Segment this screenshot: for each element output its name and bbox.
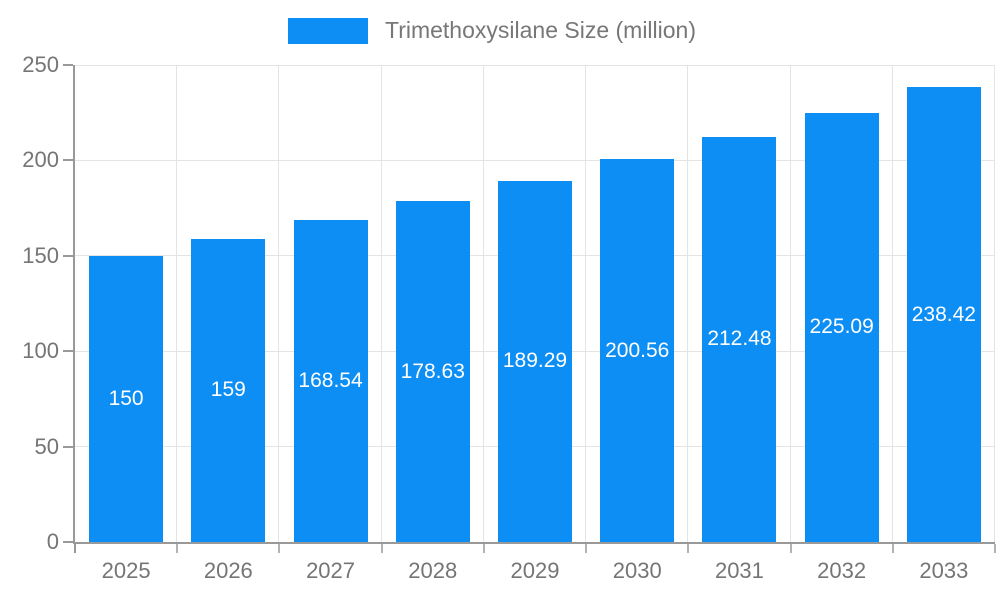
x-tick-label: 2026 bbox=[203, 558, 253, 583]
bar-2033[interactable]: 238.42 bbox=[906, 87, 981, 542]
x-tick-label: 2031 bbox=[714, 558, 764, 583]
bar-value-label: 168.54 bbox=[298, 369, 363, 393]
bar-value-label: 178.63 bbox=[400, 359, 465, 383]
y-tick-label: 150 bbox=[22, 242, 59, 268]
bar-value-label: 225.09 bbox=[809, 315, 874, 339]
y-axis-tick bbox=[63, 445, 73, 448]
y-tick-label: 250 bbox=[22, 52, 59, 77]
x-tick-label: 2030 bbox=[612, 558, 662, 583]
bar-2027[interactable]: 168.54 bbox=[293, 220, 368, 542]
y-tick-label: 50 bbox=[34, 433, 59, 459]
bar-value-label: 200.56 bbox=[605, 338, 670, 362]
bar-2028[interactable]: 178.63 bbox=[395, 201, 470, 542]
y-tick-label: 200 bbox=[22, 147, 59, 173]
v-gridline bbox=[482, 65, 484, 542]
bar-2030[interactable]: 200.56 bbox=[600, 159, 675, 542]
x-tick-label: 2032 bbox=[817, 558, 867, 583]
x-axis-tick bbox=[482, 544, 485, 553]
bar-value-label: 189.29 bbox=[502, 349, 568, 373]
v-gridline bbox=[891, 65, 893, 542]
legend[interactable]: Trimethoxysilane Size (million) bbox=[288, 17, 696, 44]
v-gridline bbox=[176, 65, 178, 542]
y-tick-label: 100 bbox=[22, 338, 59, 364]
x-tick-label: 2027 bbox=[306, 558, 356, 583]
x-axis-tick bbox=[994, 544, 996, 553]
x-axis-tick bbox=[789, 544, 792, 553]
bar-value-label: 238.42 bbox=[911, 302, 976, 326]
x-axis-tick bbox=[278, 544, 281, 553]
bar-2025[interactable]: 150 bbox=[89, 255, 164, 542]
v-gridline bbox=[585, 65, 587, 542]
v-gridline bbox=[994, 65, 995, 542]
x-tick-label: 2028 bbox=[408, 558, 458, 583]
bar-value-label: 212.48 bbox=[707, 327, 772, 351]
bar-value-label: 159 bbox=[210, 378, 246, 402]
v-gridline bbox=[278, 65, 280, 542]
x-tick-label: 2025 bbox=[101, 558, 151, 583]
bar-value-label: 150 bbox=[108, 386, 144, 410]
y-axis-tick bbox=[63, 64, 73, 66]
x-axis-tick bbox=[687, 544, 690, 553]
y-axis-tick bbox=[63, 254, 73, 257]
v-gridline bbox=[789, 65, 791, 542]
x-tick-label: 2033 bbox=[919, 558, 969, 583]
plot-area: 0 50 100 150 200 250 150 159 168.54 178.63 189.29 2… bbox=[22, 53, 996, 583]
x-tick-label: 2029 bbox=[510, 558, 560, 583]
y-axis-tick bbox=[63, 541, 73, 543]
v-gridline bbox=[687, 65, 689, 542]
x-axis-tick bbox=[176, 544, 179, 553]
h-gridline bbox=[75, 159, 995, 161]
bar-2031[interactable]: 212.48 bbox=[702, 136, 777, 542]
y-axis-tick bbox=[63, 350, 73, 353]
y-tick-label: 0 bbox=[46, 529, 59, 554]
bar-2032[interactable]: 225.09 bbox=[804, 112, 879, 542]
x-axis-tick bbox=[74, 544, 76, 553]
h-gridline bbox=[75, 64, 995, 66]
bar-2026[interactable]: 159 bbox=[191, 238, 266, 542]
y-axis-tick bbox=[63, 159, 73, 162]
x-axis-tick bbox=[585, 544, 588, 553]
x-axis-tick bbox=[891, 544, 894, 553]
legend-swatch bbox=[288, 17, 368, 44]
bar-2029[interactable]: 189.29 bbox=[498, 180, 572, 542]
v-gridline bbox=[380, 65, 382, 542]
x-axis-tick bbox=[380, 544, 383, 553]
legend-label: Trimethoxysilane Size (million) bbox=[385, 17, 697, 43]
